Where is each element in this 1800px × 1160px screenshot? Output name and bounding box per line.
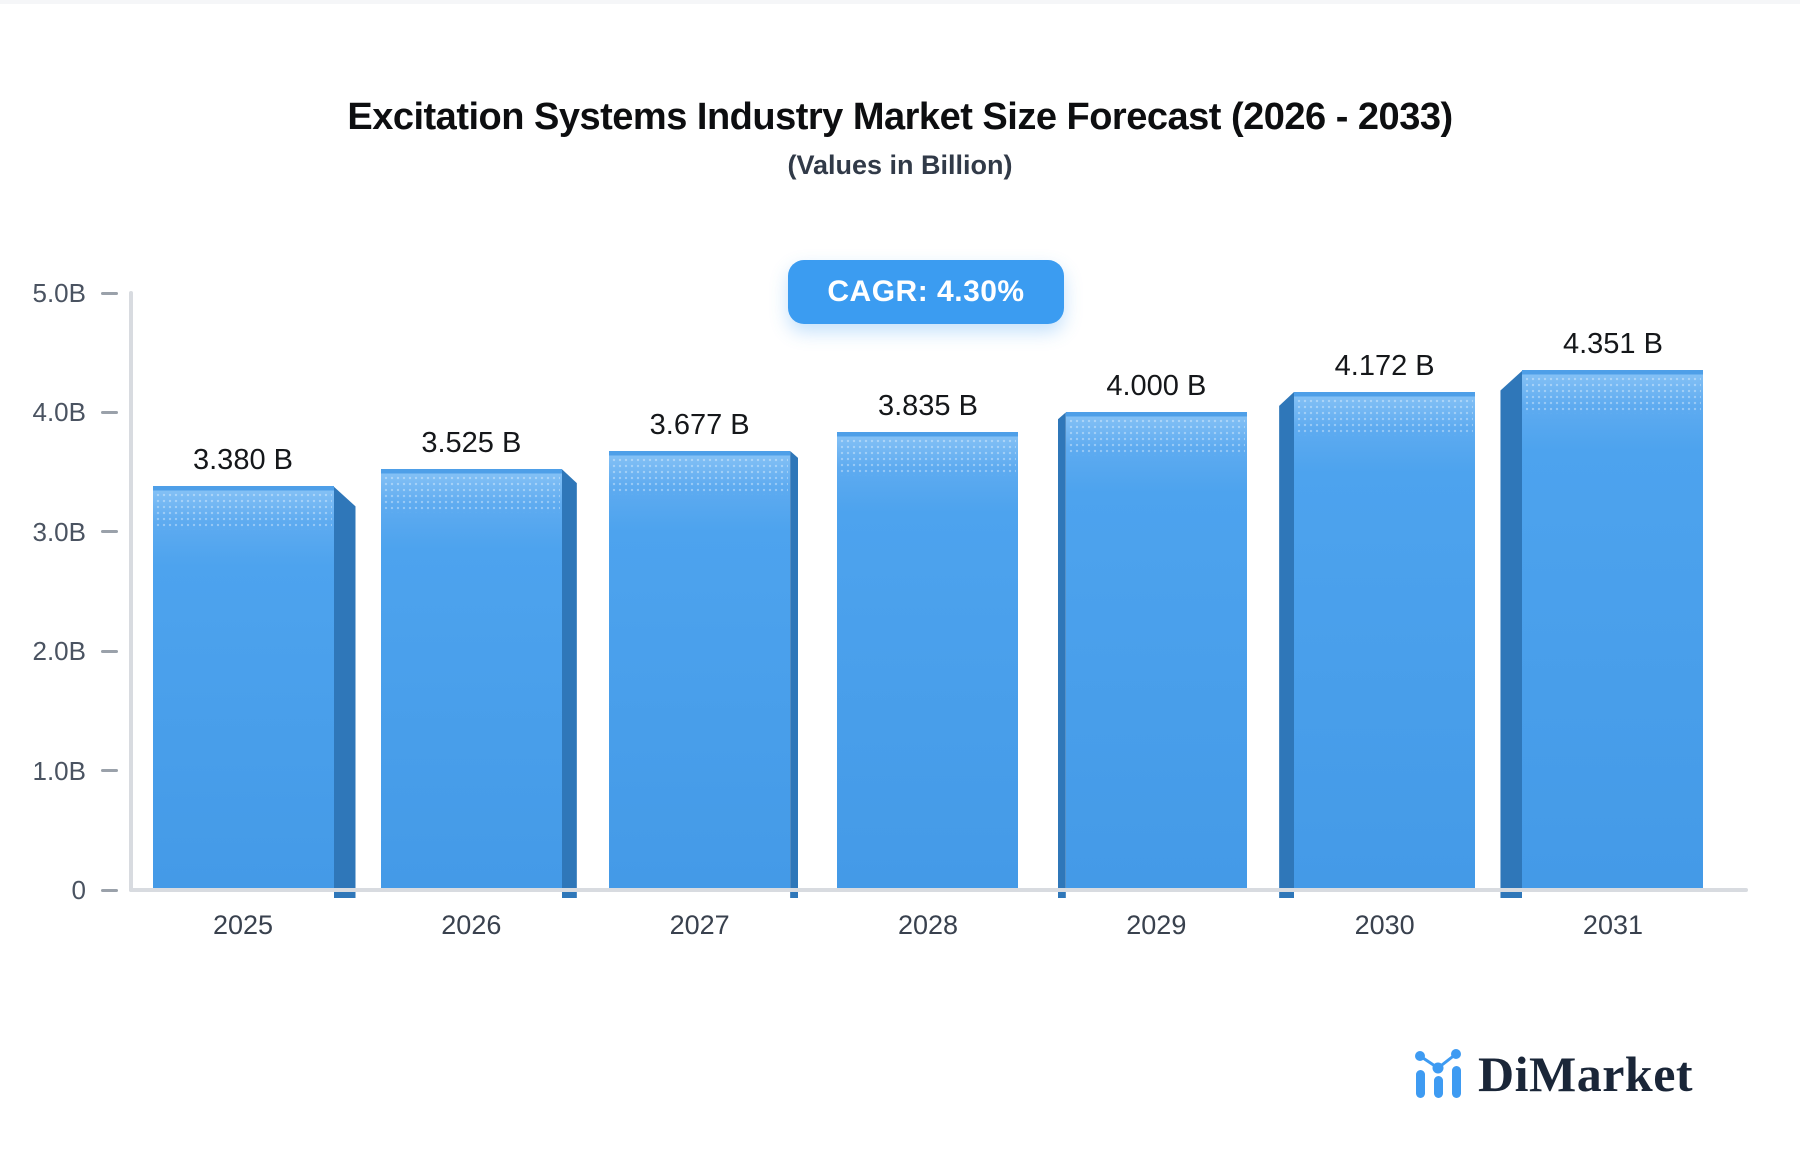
bar-3d-side (1279, 391, 1295, 898)
bar (609, 450, 791, 890)
chart-subtitle: (Values in Billion) (787, 150, 1013, 180)
bar-line-chart-icon (1415, 1049, 1461, 1098)
x-tick-label: 2026 (441, 910, 502, 940)
bar-3d-side (561, 469, 577, 898)
y-tick-label: 3.0B (32, 516, 87, 547)
x-tick-label: 2031 (1582, 910, 1643, 940)
x-axis-baseline (129, 888, 1748, 892)
y-tick-label: 1.0B (32, 755, 87, 786)
y-tick-mark (101, 410, 118, 414)
y-tick-label: 2.0B (32, 636, 87, 667)
bar-value-label: 4.172 B (1334, 349, 1435, 382)
bar (1294, 391, 1476, 890)
y-axis-line (129, 291, 133, 892)
y-tick-mark (101, 769, 118, 773)
bar-value-label: 3.380 B (193, 444, 293, 477)
bar-value-label: 3.677 B (649, 408, 750, 441)
bar-value-label: 3.835 B (877, 390, 978, 423)
cagr-badge: CAGR: 4.30% (788, 260, 1064, 324)
x-tick-label: 2030 (1354, 910, 1415, 940)
y-tick-mark (101, 291, 118, 295)
x-tick-label: 2025 (212, 910, 274, 940)
chart-title: Excitation Systems Industry Market Size … (347, 96, 1453, 138)
bar (152, 486, 334, 890)
bar-3d-side (1500, 370, 1523, 898)
logo-text: DiMarket (1478, 1046, 1694, 1102)
y-tick-label: 4.0B (32, 397, 87, 428)
bar-value-label: 4.000 B (1106, 370, 1207, 403)
bar-3d-side (333, 486, 356, 898)
y-tick-mark (101, 649, 118, 653)
bar (380, 469, 562, 890)
x-tick-label: 2028 (897, 910, 959, 940)
bar-value-label: 4.351 B (1562, 328, 1663, 361)
bar (1065, 412, 1247, 890)
x-tick-label: 2027 (669, 910, 730, 940)
bar (837, 432, 1019, 890)
y-tick-mark (101, 530, 118, 534)
x-tick-label: 2029 (1126, 910, 1187, 940)
bar-3d-side (1057, 412, 1066, 898)
y-tick-label: 0 (71, 875, 86, 905)
y-tick-mark (101, 888, 118, 892)
bar (1522, 370, 1704, 890)
bar-value-label: 3.525 B (421, 427, 522, 460)
dimarket-logo: DiMarket (1410, 1044, 1693, 1102)
y-tick-label: 5.0B (32, 278, 87, 308)
bar-3d-side (790, 450, 799, 898)
cagr-badge-label: CAGR: 4.30% (827, 275, 1025, 308)
